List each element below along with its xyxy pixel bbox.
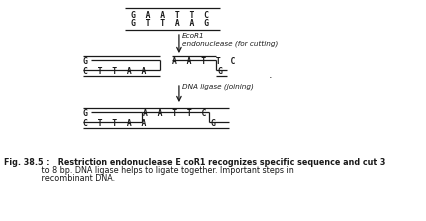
Text: C  T  T  A  A: C T T A A xyxy=(83,67,146,76)
Text: A  A  T  T  C: A A T T C xyxy=(172,57,235,65)
Text: C  T  T  A  A: C T T A A xyxy=(83,118,146,128)
Text: Fig. 38.5 :   Restriction endonuclease E coR1 recognizes specific sequence and c: Fig. 38.5 : Restriction endonuclease E c… xyxy=(4,158,385,167)
Text: to 8 bp. DNA ligase helps to ligate together. Important steps in: to 8 bp. DNA ligase helps to ligate toge… xyxy=(4,166,294,175)
Text: G: G xyxy=(83,57,88,65)
Text: G: G xyxy=(83,109,88,118)
Text: A  A  T  T  C: A A T T C xyxy=(143,109,206,118)
Text: EcoR1
endonuclease (for cutting): EcoR1 endonuclease (for cutting) xyxy=(181,33,277,47)
Text: G: G xyxy=(210,118,215,128)
Text: G  A  A  T  T  C: G A A T T C xyxy=(131,11,209,19)
Text: recombinant DNA.: recombinant DNA. xyxy=(4,174,115,183)
Text: DNA ligase (joining): DNA ligase (joining) xyxy=(181,84,253,91)
Text: G  T  T  A  A  G: G T T A A G xyxy=(131,19,209,27)
Text: G: G xyxy=(217,67,222,76)
Text: .: . xyxy=(268,70,272,80)
